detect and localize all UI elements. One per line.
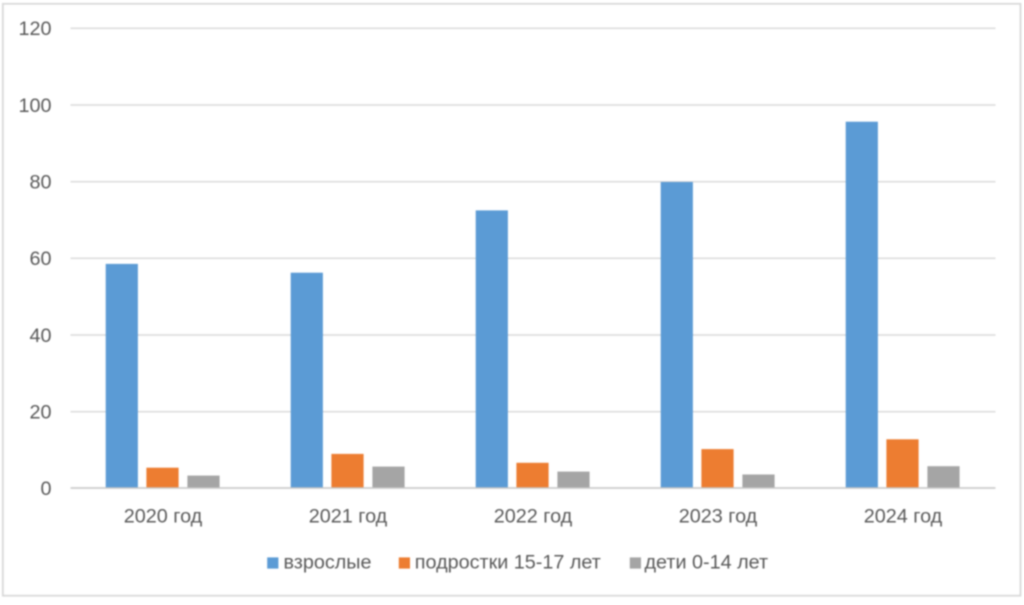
svg-text:100: 100	[18, 95, 51, 117]
svg-text:120: 120	[18, 18, 51, 40]
svg-text:20: 20	[29, 401, 51, 423]
svg-text:взрослые: взрослые	[284, 552, 372, 574]
svg-text:дети 0-14 лет: дети 0-14 лет	[645, 552, 769, 574]
svg-text:0: 0	[40, 478, 51, 500]
svg-text:2020 год: 2020 год	[124, 506, 203, 528]
svg-text:подростки 15-17 лет: подростки 15-17 лет	[415, 552, 601, 574]
svg-text:80: 80	[29, 171, 51, 193]
svg-text:2024 год: 2024 год	[864, 506, 943, 528]
svg-text:2023 год: 2023 год	[679, 506, 758, 528]
svg-text:40: 40	[29, 325, 51, 347]
svg-text:2021 год: 2021 год	[309, 506, 388, 528]
svg-text:60: 60	[29, 248, 51, 270]
svg-text:2022 год: 2022 год	[494, 506, 573, 528]
